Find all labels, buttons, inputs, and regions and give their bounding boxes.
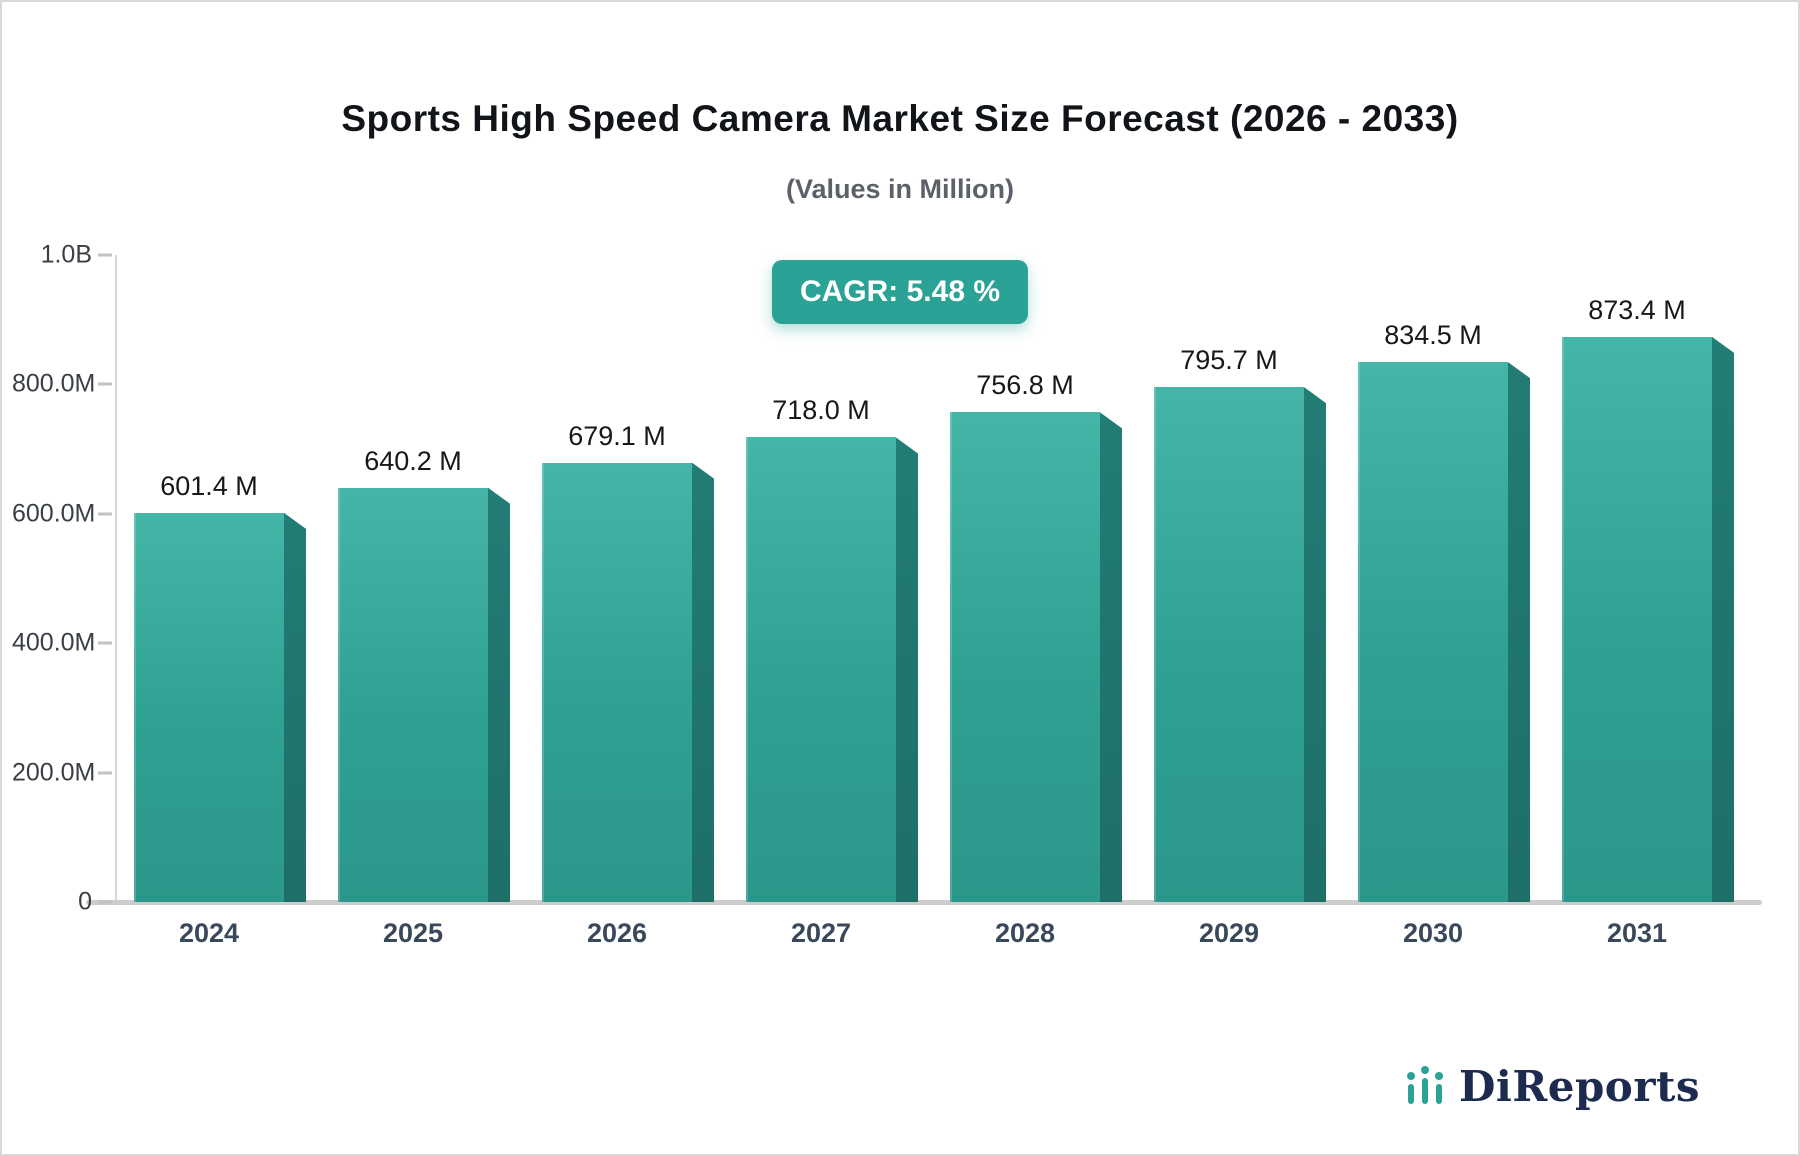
bar-value-label: 834.5 M [1384,320,1482,351]
x-tick-label: 2026 [586,918,648,948]
y-tick-label: 600.0M [12,499,96,528]
bar-side-face [1100,412,1122,902]
y-tick-mark [98,382,112,386]
direports-logo-text: DiReports [1458,1061,1700,1111]
x-axis-baseline [86,900,1762,905]
bar-side-face [1712,336,1734,902]
direports-logo: DiReports [1401,1060,1700,1112]
bar-side-face [896,437,918,902]
bar-value-label: 756.8 M [976,370,1074,401]
y-tick-label: 1.0B [40,240,92,269]
y-tick-mark [98,253,112,257]
bar-side-face [488,487,510,902]
bar-front-face [950,412,1100,902]
bar-2030 [1358,362,1530,902]
bar-2025 [338,487,510,902]
cagr-badge: CAGR: 5.48 % [771,260,1029,324]
bar-front-face [746,437,896,902]
x-tick-label: 2031 [1606,918,1668,948]
x-tick-label: 2029 [1198,918,1260,948]
x-tick-label: 2028 [994,918,1056,948]
direports-logo-icon [1406,1066,1443,1104]
bar-front-face [1562,336,1712,902]
bar-front-face [542,462,692,902]
y-tick-mark [98,641,112,645]
bar-front-face [1154,387,1304,902]
chart-subtitle: (Values in Million) [785,174,1015,204]
y-tick-mark [98,900,112,904]
y-tick-mark [98,512,112,516]
bar-2026 [542,462,714,902]
bar-value-label: 873.4 M [1588,294,1686,325]
bar-2024 [134,512,306,902]
bar-value-label: 679.1 M [568,420,666,451]
x-tick-label: 2030 [1402,918,1464,948]
bar-2028 [950,412,1122,902]
bar-value-label: 601.4 M [160,470,258,501]
bar-value-label: 640.2 M [364,445,462,476]
x-tick-label: 2025 [382,918,444,948]
bar-side-face [1508,362,1530,902]
y-tick-mark [98,771,112,775]
bar-side-face [284,512,306,902]
bar-front-face [134,512,284,902]
y-tick-label: 800.0M [12,369,96,398]
bar-2031 [1562,336,1734,902]
bar-2029 [1154,387,1326,902]
chart-title: Sports High Speed Camera Market Size For… [341,98,1459,139]
x-tick-label: 2027 [790,918,852,948]
y-axis-line [115,255,117,904]
x-tick-label: 2024 [178,918,240,948]
y-tick-label: 400.0M [12,628,96,657]
bar-value-label: 795.7 M [1180,345,1278,376]
y-tick-label: 200.0M [12,758,96,787]
bar-2027 [746,437,918,902]
bar-side-face [1304,387,1326,902]
bar-front-face [1358,362,1508,902]
y-tick-label: 0 [78,887,92,916]
bar-value-label: 718.0 M [772,395,870,426]
bar-side-face [692,462,714,902]
bar-front-face [338,487,488,902]
